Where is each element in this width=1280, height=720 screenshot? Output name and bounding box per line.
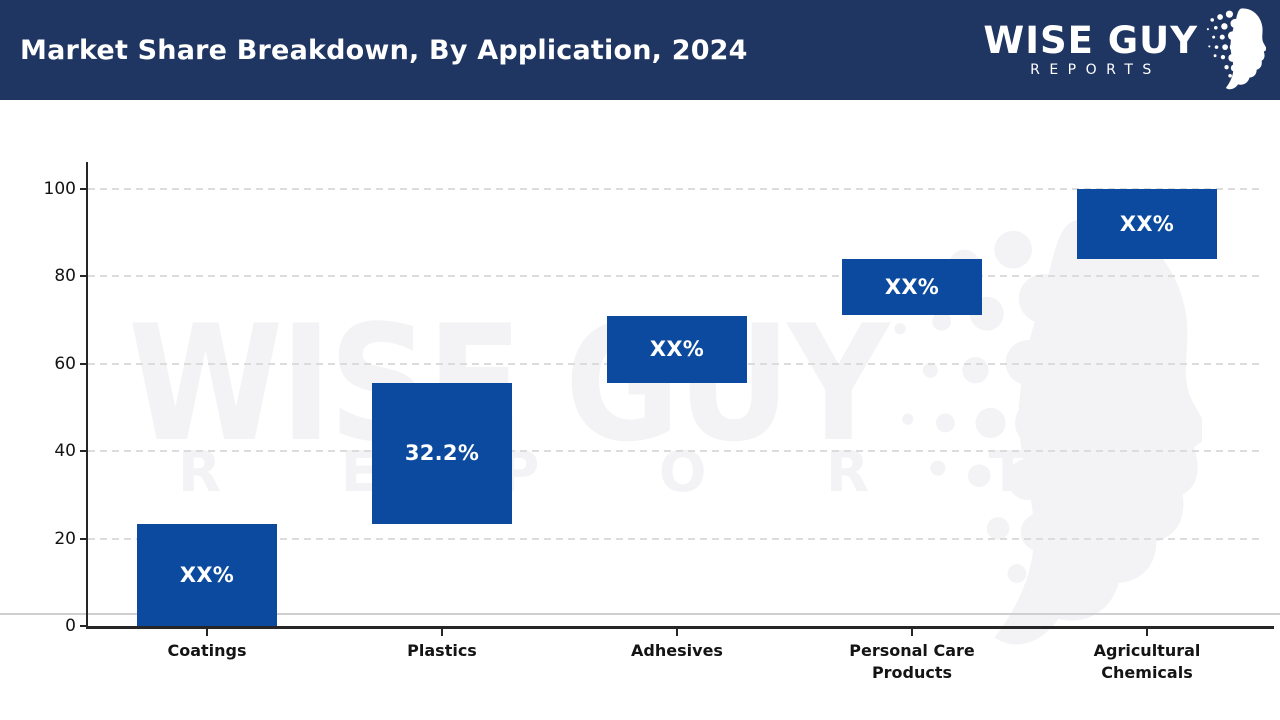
gridline-100	[88, 188, 1262, 190]
gridline-40	[88, 450, 1262, 453]
bar-plastics: 32.2%	[372, 383, 512, 524]
bar-coatings: XX%	[137, 523, 277, 626]
logo-wordmark: WISE GUY	[983, 18, 1198, 62]
wiseguy-logo-text: WISE GUY REPORTS	[983, 18, 1198, 79]
bar-value-label: XX%	[179, 562, 235, 587]
y-tick-label-20: 20	[54, 528, 76, 549]
y-tick-80	[80, 275, 87, 278]
gridline-20	[88, 537, 1262, 540]
bar-value-label: 32.2%	[404, 441, 480, 466]
x-tick-label-3: Personal Care Products	[849, 641, 975, 682]
x-tick-label-1: Plastics	[407, 641, 477, 660]
bar-adhesives: XX%	[607, 315, 747, 384]
y-tick-100	[80, 188, 87, 190]
x-tick-label-4: Agricultural Chemicals	[1093, 641, 1201, 682]
y-tick-label-100: 100	[43, 179, 76, 199]
bottom-divider	[0, 613, 1280, 615]
y-tick-40	[80, 450, 87, 453]
bar-value-label: XX%	[649, 337, 705, 362]
y-tick-20	[80, 537, 87, 540]
y-tick-label-60: 60	[54, 353, 76, 374]
bar-value-label: XX%	[1119, 211, 1175, 236]
x-tick-2	[676, 629, 678, 636]
wiseguy-logo: WISE GUY REPORTS	[983, 7, 1266, 93]
bar-value-label: XX%	[884, 274, 940, 299]
header-bar: Market Share Breakdown, By Application, …	[0, 0, 1280, 100]
wiseguy-face-icon	[1206, 8, 1266, 90]
logo-subtext: REPORTS	[1030, 62, 1161, 79]
y-tick-0	[80, 625, 87, 627]
x-tick-label-0: Coatings	[167, 641, 247, 660]
y-tick-label-40: 40	[54, 441, 76, 462]
bar-personal-care-products: XX%	[842, 258, 982, 315]
x-tick-label-2: Adhesives	[631, 641, 723, 660]
x-axis-line	[86, 626, 1274, 629]
y-tick-label-80: 80	[54, 266, 76, 287]
chart-area: WISE GUY R E P O R T S 0 20 40 60 80 100 XX% Co…	[0, 100, 1280, 720]
y-tick-label-0: 0	[65, 616, 76, 636]
page-title: Market Share Breakdown, By Application, …	[20, 34, 748, 66]
gridline-80	[88, 275, 1262, 278]
x-tick-0	[206, 629, 208, 636]
bar-agricultural-chemicals: XX%	[1077, 189, 1217, 259]
x-tick-1	[441, 629, 443, 636]
x-tick-3	[911, 629, 913, 636]
y-tick-60	[80, 362, 87, 365]
x-tick-4	[1146, 629, 1148, 636]
y-axis-line	[86, 162, 88, 629]
